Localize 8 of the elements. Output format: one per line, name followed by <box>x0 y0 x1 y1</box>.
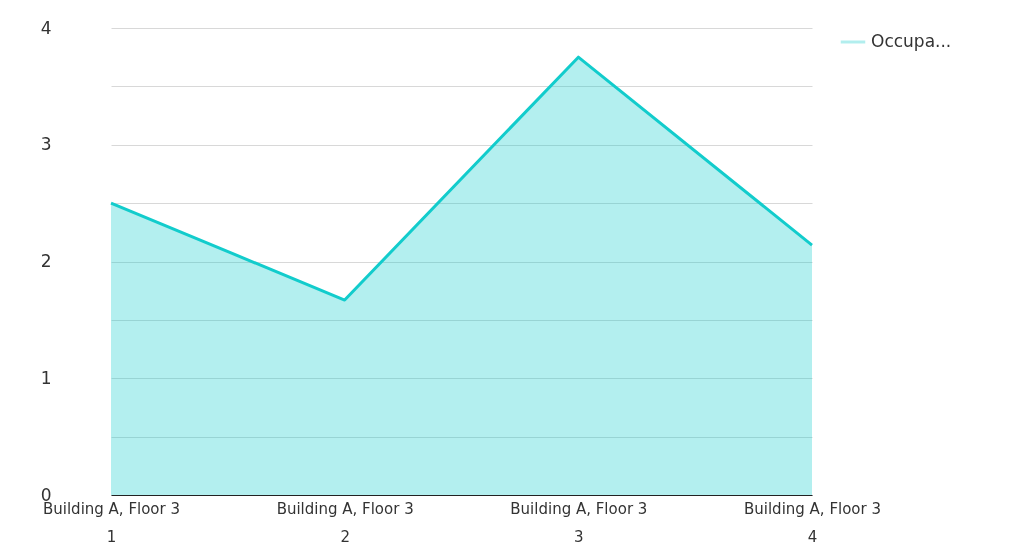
x-tick-label: Building A, Floor 3 3 <box>510 499 648 546</box>
y-tick-label: 4 <box>40 17 52 38</box>
y-tick-label: 2 <box>40 251 52 271</box>
x-tick-label: Building A, Floor 3 4 <box>743 499 882 546</box>
y-tick-label: 1 <box>40 367 52 388</box>
legend-label: Occupa... <box>871 31 952 51</box>
y-tick-label: 3 <box>40 134 52 155</box>
x-tick-label: Building A, Floor 3 2 <box>276 499 414 546</box>
